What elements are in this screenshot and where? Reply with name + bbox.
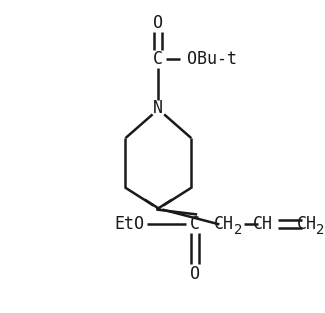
Text: C: C bbox=[190, 215, 200, 233]
Text: CH: CH bbox=[214, 215, 234, 233]
Text: O: O bbox=[190, 265, 200, 283]
Text: C: C bbox=[153, 50, 163, 68]
Text: CH: CH bbox=[253, 215, 273, 233]
Text: OBu-t: OBu-t bbox=[187, 50, 237, 68]
Text: 2: 2 bbox=[316, 223, 324, 237]
Text: 2: 2 bbox=[234, 223, 242, 237]
Text: EtO: EtO bbox=[114, 215, 144, 233]
Text: N: N bbox=[153, 100, 163, 117]
Text: O: O bbox=[153, 14, 163, 32]
Text: CH: CH bbox=[297, 215, 317, 233]
